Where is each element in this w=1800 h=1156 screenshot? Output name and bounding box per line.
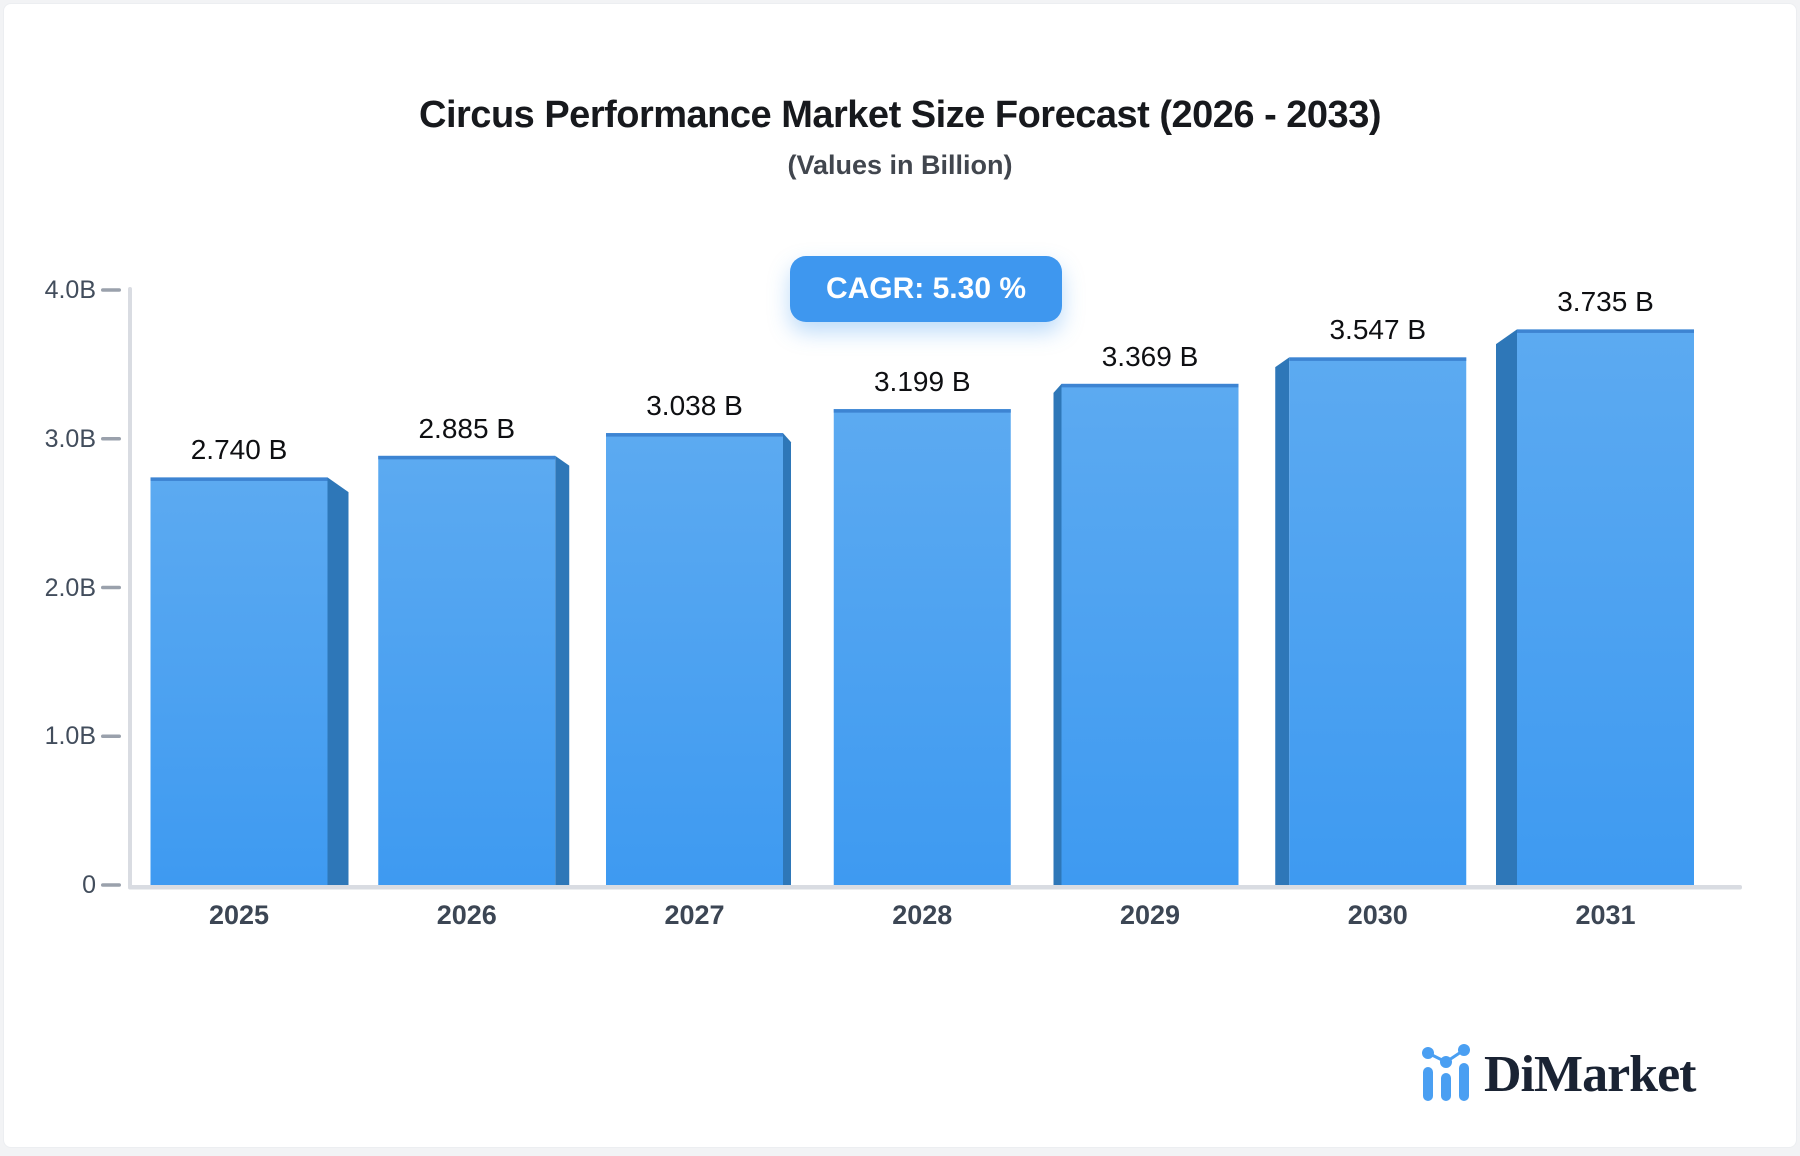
- bar-top-edge: [1289, 357, 1467, 361]
- dimarket-logo: DiMarket: [1420, 1038, 1696, 1110]
- bar: [150, 477, 349, 885]
- bar-front-face: [606, 433, 783, 885]
- bar-top-edge: [1517, 329, 1694, 333]
- bar: [378, 455, 570, 885]
- bar-top-edge: [378, 455, 556, 460]
- bar-top-edge: [1061, 383, 1239, 388]
- y-tick-mark: [101, 883, 121, 887]
- bar-front-face: [833, 409, 1011, 885]
- bar-top-edge: [150, 477, 328, 481]
- bar-side-face: [1275, 357, 1290, 885]
- bar-front-face: [1289, 357, 1467, 885]
- bar-side-face: [555, 455, 570, 885]
- bar: [1275, 357, 1467, 885]
- y-axis-line: [128, 287, 132, 889]
- bar-front-face: [378, 455, 556, 885]
- bar-side-face: [1496, 329, 1517, 885]
- y-tick-mark: [101, 585, 121, 590]
- bar-chart-logo-icon: [1422, 1044, 1470, 1101]
- x-axis-line: [128, 885, 1742, 890]
- cagr-badge: CAGR: 5.30 %: [790, 256, 1062, 322]
- bar: [606, 433, 791, 885]
- bar: [1053, 383, 1239, 885]
- page-title: Circus Performance Market Size Forecast …: [419, 94, 1381, 136]
- y-tick-mark: [101, 436, 121, 441]
- bar-side-face: [327, 477, 349, 885]
- bar-front-face: [150, 477, 328, 885]
- bar-front-face: [1061, 383, 1239, 885]
- bar-top-edge: [833, 409, 1011, 413]
- y-tick-mark: [101, 288, 121, 292]
- bar-front-face: [1517, 329, 1694, 885]
- page-subtitle: (Values in Billion): [787, 150, 1013, 180]
- bar: [833, 409, 1011, 885]
- bar-top-edge: [606, 433, 783, 437]
- cagr-badge-label: CAGR: 5.30 %: [825, 272, 1027, 305]
- logo-text: DiMarket: [1484, 1045, 1696, 1103]
- bar: [1496, 329, 1694, 885]
- y-tick-mark: [101, 734, 121, 739]
- bar-side-face: [783, 433, 791, 885]
- bar-side-face: [1053, 383, 1062, 885]
